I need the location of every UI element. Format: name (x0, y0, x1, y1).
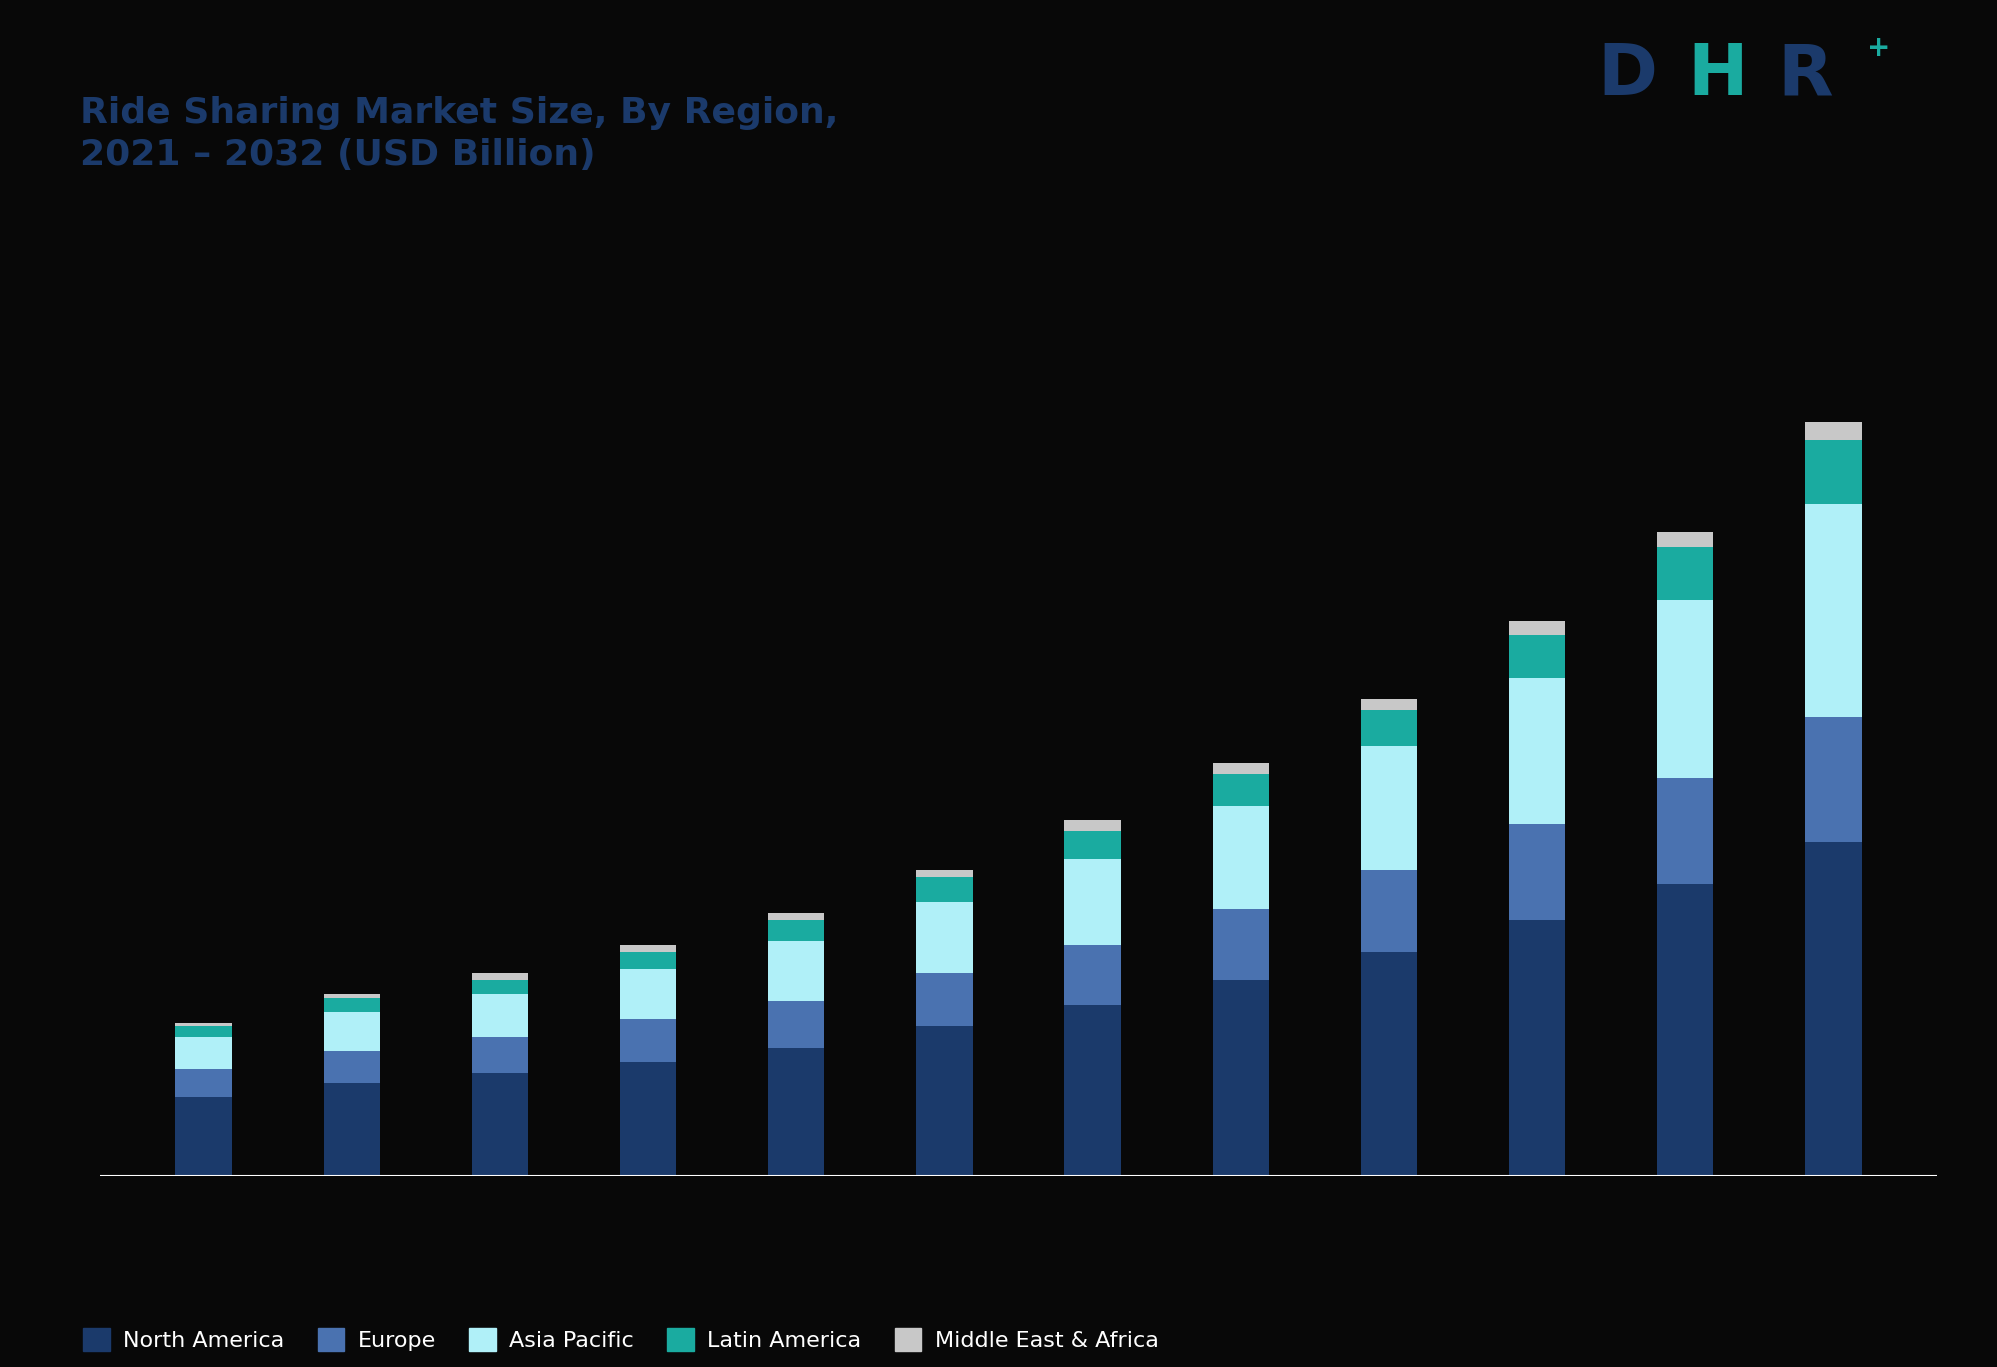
Bar (917, 869, 973, 878)
Bar (176, 1069, 232, 1098)
Bar (1658, 532, 1713, 547)
Bar (1212, 980, 1268, 1176)
Bar (1658, 884, 1713, 1176)
Bar (1360, 700, 1418, 709)
Bar (176, 1027, 232, 1038)
Bar (1805, 440, 1861, 504)
Bar (471, 980, 527, 994)
Bar (619, 1020, 677, 1062)
Bar (324, 994, 379, 998)
Bar (917, 973, 973, 1027)
Bar (1064, 831, 1120, 860)
Bar (1212, 909, 1268, 980)
Bar (176, 1038, 232, 1069)
Bar (176, 1023, 232, 1027)
Bar (1064, 820, 1120, 831)
Bar (324, 998, 379, 1012)
Bar (324, 1083, 379, 1176)
Bar (1658, 600, 1713, 778)
Bar (324, 1012, 379, 1051)
Bar (769, 1047, 825, 1176)
Bar (1212, 774, 1268, 807)
Bar (1360, 869, 1418, 951)
Bar (619, 1062, 677, 1176)
Bar (1064, 1005, 1120, 1176)
Bar (917, 1027, 973, 1176)
Bar (1805, 718, 1861, 842)
Bar (619, 951, 677, 969)
Bar (1658, 547, 1713, 600)
Bar (619, 945, 677, 951)
Bar (917, 878, 973, 902)
Text: R: R (1777, 41, 1833, 109)
Bar (769, 920, 825, 940)
Bar (1360, 709, 1418, 745)
Bar (1805, 504, 1861, 718)
Bar (619, 969, 677, 1020)
Bar (471, 1073, 527, 1176)
Legend: North America, Europe, Asia Pacific, Latin America, Middle East & Africa: North America, Europe, Asia Pacific, Lat… (74, 1319, 1168, 1360)
Bar (471, 973, 527, 980)
Bar (471, 1038, 527, 1073)
Bar (471, 994, 527, 1038)
Bar (1510, 920, 1566, 1176)
Bar (1805, 842, 1861, 1176)
Bar (1510, 636, 1566, 678)
Bar (1510, 824, 1566, 920)
Bar (324, 1051, 379, 1083)
Bar (769, 1002, 825, 1047)
Text: Ride Sharing Market Size, By Region,
2021 – 2032 (USD Billion): Ride Sharing Market Size, By Region, 202… (80, 96, 839, 172)
Bar (1360, 951, 1418, 1176)
Bar (1064, 945, 1120, 1005)
Bar (176, 1098, 232, 1176)
Bar (1805, 422, 1861, 440)
Bar (769, 913, 825, 920)
Bar (1360, 745, 1418, 869)
Bar (769, 940, 825, 1002)
Text: H: H (1687, 41, 1747, 109)
Bar (1510, 621, 1566, 636)
Text: +: + (1867, 34, 1891, 62)
Bar (1064, 860, 1120, 945)
Bar (1212, 807, 1268, 909)
Text: D: D (1598, 41, 1658, 109)
Bar (1212, 763, 1268, 774)
Bar (1658, 778, 1713, 884)
Bar (1510, 678, 1566, 824)
Bar (917, 902, 973, 973)
